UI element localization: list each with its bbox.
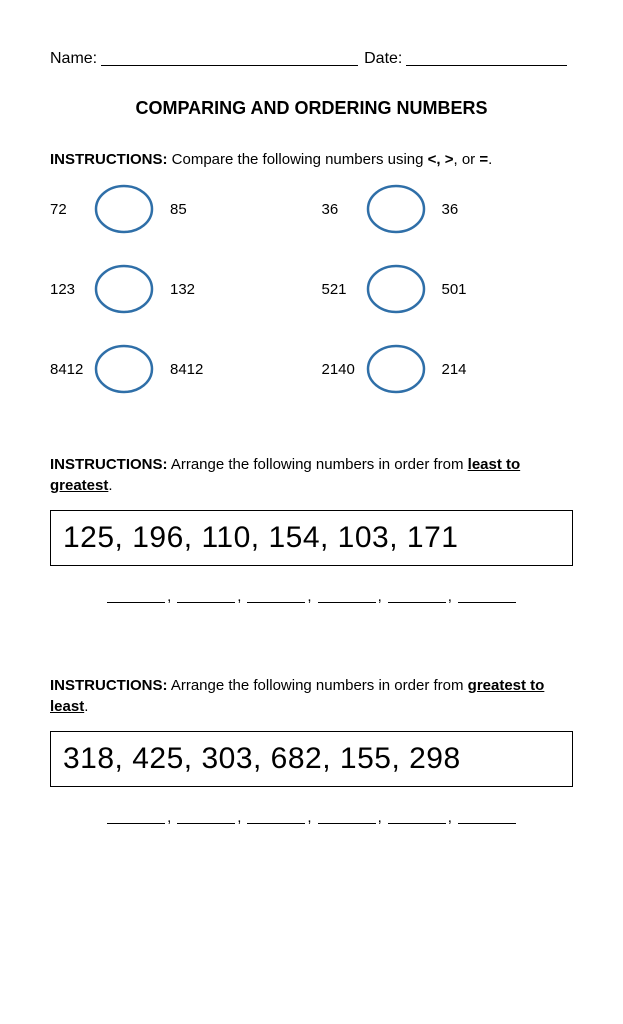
comma: , (307, 809, 311, 826)
answer-blank[interactable] (458, 589, 516, 603)
answer-slot: , (177, 588, 247, 605)
compare-pair: 521 501 (322, 264, 574, 314)
name-line[interactable] (101, 65, 358, 66)
answer-blank[interactable] (177, 810, 235, 824)
symbols: <, > (428, 151, 454, 168)
comma: , (378, 809, 382, 826)
answer-blank[interactable] (107, 589, 165, 603)
answer-blank[interactable] (177, 589, 235, 603)
dot: . (108, 477, 112, 494)
answer-slot: , (318, 809, 388, 826)
answer-slot: , (318, 588, 388, 605)
number-box-2: 318, 425, 303, 682, 155, 298 (50, 731, 573, 787)
answer-blank[interactable] (247, 589, 305, 603)
left-number: 72 (50, 201, 88, 218)
right-number: 36 (432, 201, 470, 218)
answer-oval[interactable] (94, 184, 154, 234)
left-number: 123 (50, 281, 88, 298)
comma: , (448, 809, 452, 826)
left-number: 2140 (322, 361, 360, 378)
answer-blank[interactable] (107, 810, 165, 824)
right-number: 214 (432, 361, 470, 378)
section-least-greatest: INSTRUCTIONS: Arrange the following numb… (50, 454, 573, 605)
name-label: Name: (50, 50, 97, 68)
comma: , (237, 809, 241, 826)
answer-oval[interactable] (366, 264, 426, 314)
right-number: 85 (160, 201, 198, 218)
answer-blank[interactable] (318, 589, 376, 603)
instructions-lead: INSTRUCTIONS: (50, 677, 168, 694)
instructions-text: Arrange the following numbers in order f… (168, 456, 468, 473)
answer-slot (458, 809, 516, 826)
compare-grid: 72 85 36 36 123 132 521 501 8412 8412 2140 214 (50, 184, 573, 394)
worksheet-page: Name: Date: COMPARING AND ORDERING NUMBE… (0, 0, 623, 936)
dot: . (84, 698, 88, 715)
answer-blank[interactable] (247, 810, 305, 824)
answer-row-2: ,,,,, (50, 809, 573, 826)
compare-pair: 123 132 (50, 264, 302, 314)
answer-blank[interactable] (318, 810, 376, 824)
answer-slot: , (388, 588, 458, 605)
compare-pair: 2140 214 (322, 344, 574, 394)
date-label: Date: (364, 50, 402, 68)
answer-row-1: ,,,,, (50, 588, 573, 605)
section-greatest-least: INSTRUCTIONS: Arrange the following numb… (50, 675, 573, 826)
comma: , (167, 809, 171, 826)
answer-blank[interactable] (458, 810, 516, 824)
answer-slot: , (247, 588, 317, 605)
compare-pair: 8412 8412 (50, 344, 302, 394)
comma: , (307, 588, 311, 605)
compare-pair: 72 85 (50, 184, 302, 234)
answer-oval[interactable] (366, 184, 426, 234)
answer-slot: , (107, 588, 177, 605)
instructions-lead: INSTRUCTIONS: (50, 151, 168, 168)
left-number: 521 (322, 281, 360, 298)
page-title: COMPARING AND ORDERING NUMBERS (50, 98, 573, 119)
instructions-tail: , or (454, 151, 480, 168)
number-box-1: 125, 196, 110, 154, 103, 171 (50, 510, 573, 566)
answer-oval[interactable] (94, 344, 154, 394)
instructions-3: INSTRUCTIONS: Arrange the following numb… (50, 675, 573, 717)
instructions-text: Arrange the following numbers in order f… (168, 677, 468, 694)
dot: . (488, 151, 492, 168)
header-row: Name: Date: (50, 50, 573, 68)
answer-oval[interactable] (94, 264, 154, 314)
answer-oval[interactable] (366, 344, 426, 394)
comma: , (167, 588, 171, 605)
date-line[interactable] (406, 65, 567, 66)
answer-blank[interactable] (388, 810, 446, 824)
answer-slot: , (177, 809, 247, 826)
answer-slot: , (247, 809, 317, 826)
right-number: 8412 (160, 361, 203, 378)
answer-slot: , (388, 809, 458, 826)
comma: , (378, 588, 382, 605)
answer-slot: , (107, 809, 177, 826)
instructions-1: INSTRUCTIONS: Compare the following numb… (50, 149, 573, 170)
answer-blank[interactable] (388, 589, 446, 603)
instructions-text: Compare the following numbers using (168, 151, 428, 168)
right-number: 501 (432, 281, 470, 298)
compare-pair: 36 36 (322, 184, 574, 234)
instructions-lead: INSTRUCTIONS: (50, 456, 168, 473)
comma: , (237, 588, 241, 605)
instructions-2: INSTRUCTIONS: Arrange the following numb… (50, 454, 573, 496)
right-number: 132 (160, 281, 198, 298)
left-number: 8412 (50, 361, 88, 378)
eq-symbol: = (479, 151, 488, 168)
section-compare: INSTRUCTIONS: Compare the following numb… (50, 149, 573, 394)
left-number: 36 (322, 201, 360, 218)
comma: , (448, 588, 452, 605)
answer-slot (458, 588, 516, 605)
